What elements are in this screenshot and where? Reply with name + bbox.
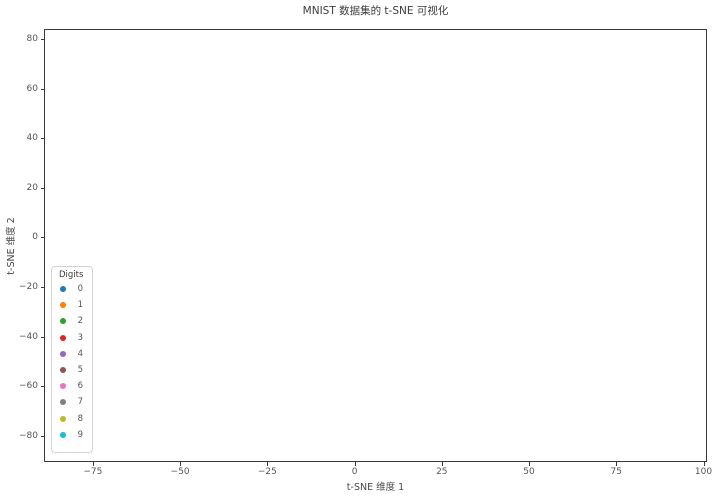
legend-label: 7 [77, 397, 83, 408]
y-tick-mark [40, 38, 44, 40]
y-tick-label: 20 [26, 182, 38, 193]
legend-item-3: 3 [52, 330, 92, 346]
legend-label: 9 [77, 429, 83, 440]
y-tick-label: 0 [32, 232, 38, 243]
y-tick-mark [40, 336, 44, 338]
x-tick-label: 100 [694, 467, 713, 477]
x-tick-mark [703, 462, 705, 466]
y-axis-label: t-SNE 维度 2 [6, 217, 17, 275]
x-tick-label: −25 [257, 467, 277, 477]
x-tick-mark [529, 462, 531, 466]
y-tick-mark [40, 435, 44, 437]
legend-item-4: 4 [52, 346, 92, 362]
legend-item-7: 7 [52, 394, 92, 410]
x-tick-label: −75 [83, 467, 103, 477]
y-tick-mark [40, 187, 44, 189]
legend-swatch [60, 367, 66, 374]
legend-label: 3 [77, 332, 83, 343]
legend-label: 5 [77, 365, 83, 376]
y-tick-label: −40 [19, 331, 38, 342]
legend: Digits 0 1 2 3 4 5 6 7 8 9 [51, 266, 93, 453]
x-tick-label: −50 [170, 467, 190, 477]
legend-swatch [60, 350, 66, 357]
legend-label: 4 [77, 348, 83, 359]
legend-label: 1 [77, 300, 83, 311]
legend-swatch [60, 383, 66, 390]
plot-area [44, 29, 707, 462]
legend-swatch [60, 334, 66, 341]
y-tick-mark [40, 138, 44, 140]
legend-label: 8 [77, 413, 83, 424]
x-tick-mark [441, 462, 443, 466]
legend-swatch [60, 302, 66, 309]
legend-item-5: 5 [52, 362, 92, 378]
y-tick-label: 60 [26, 83, 38, 94]
legend-item-0: 0 [52, 281, 92, 297]
y-tick-mark [40, 88, 44, 90]
legend-label: 0 [77, 284, 83, 295]
x-tick-mark [616, 462, 618, 466]
legend-swatch [60, 399, 66, 406]
y-tick-label: −80 [19, 430, 38, 441]
x-tick-mark [92, 462, 94, 466]
y-tick-label: 80 [26, 33, 38, 44]
y-tick-mark [40, 237, 44, 239]
legend-swatch [60, 286, 66, 293]
y-tick-label: 40 [26, 133, 38, 144]
x-tick-label: 0 [351, 467, 358, 477]
legend-item-8: 8 [52, 411, 92, 427]
y-tick-label: −20 [19, 282, 38, 293]
legend-item-2: 2 [52, 313, 92, 329]
legend-label: 2 [77, 316, 83, 327]
y-tick-label: −60 [19, 381, 38, 392]
x-tick-mark [267, 462, 269, 466]
legend-item-9: 9 [52, 427, 92, 443]
legend-swatch [60, 318, 66, 325]
legend-label: 6 [77, 381, 83, 392]
legend-swatch [60, 415, 66, 422]
chart-title: MNIST 数据集的 t-SNE 可视化 [302, 5, 449, 17]
legend-title: Digits [59, 270, 84, 280]
x-axis-label: t-SNE 维度 1 [346, 482, 405, 493]
legend-item-1: 1 [52, 297, 92, 313]
legend-item-6: 6 [52, 378, 92, 394]
y-tick-mark [40, 287, 44, 289]
x-tick-mark [354, 462, 356, 466]
x-tick-label: 75 [610, 467, 622, 477]
x-tick-label: 50 [523, 467, 535, 477]
x-tick-mark [180, 462, 182, 466]
y-tick-mark [40, 386, 44, 388]
x-tick-label: 25 [436, 467, 448, 477]
legend-swatch [60, 431, 66, 438]
legend-items: 0 1 2 3 4 5 6 7 8 9 [52, 281, 92, 443]
